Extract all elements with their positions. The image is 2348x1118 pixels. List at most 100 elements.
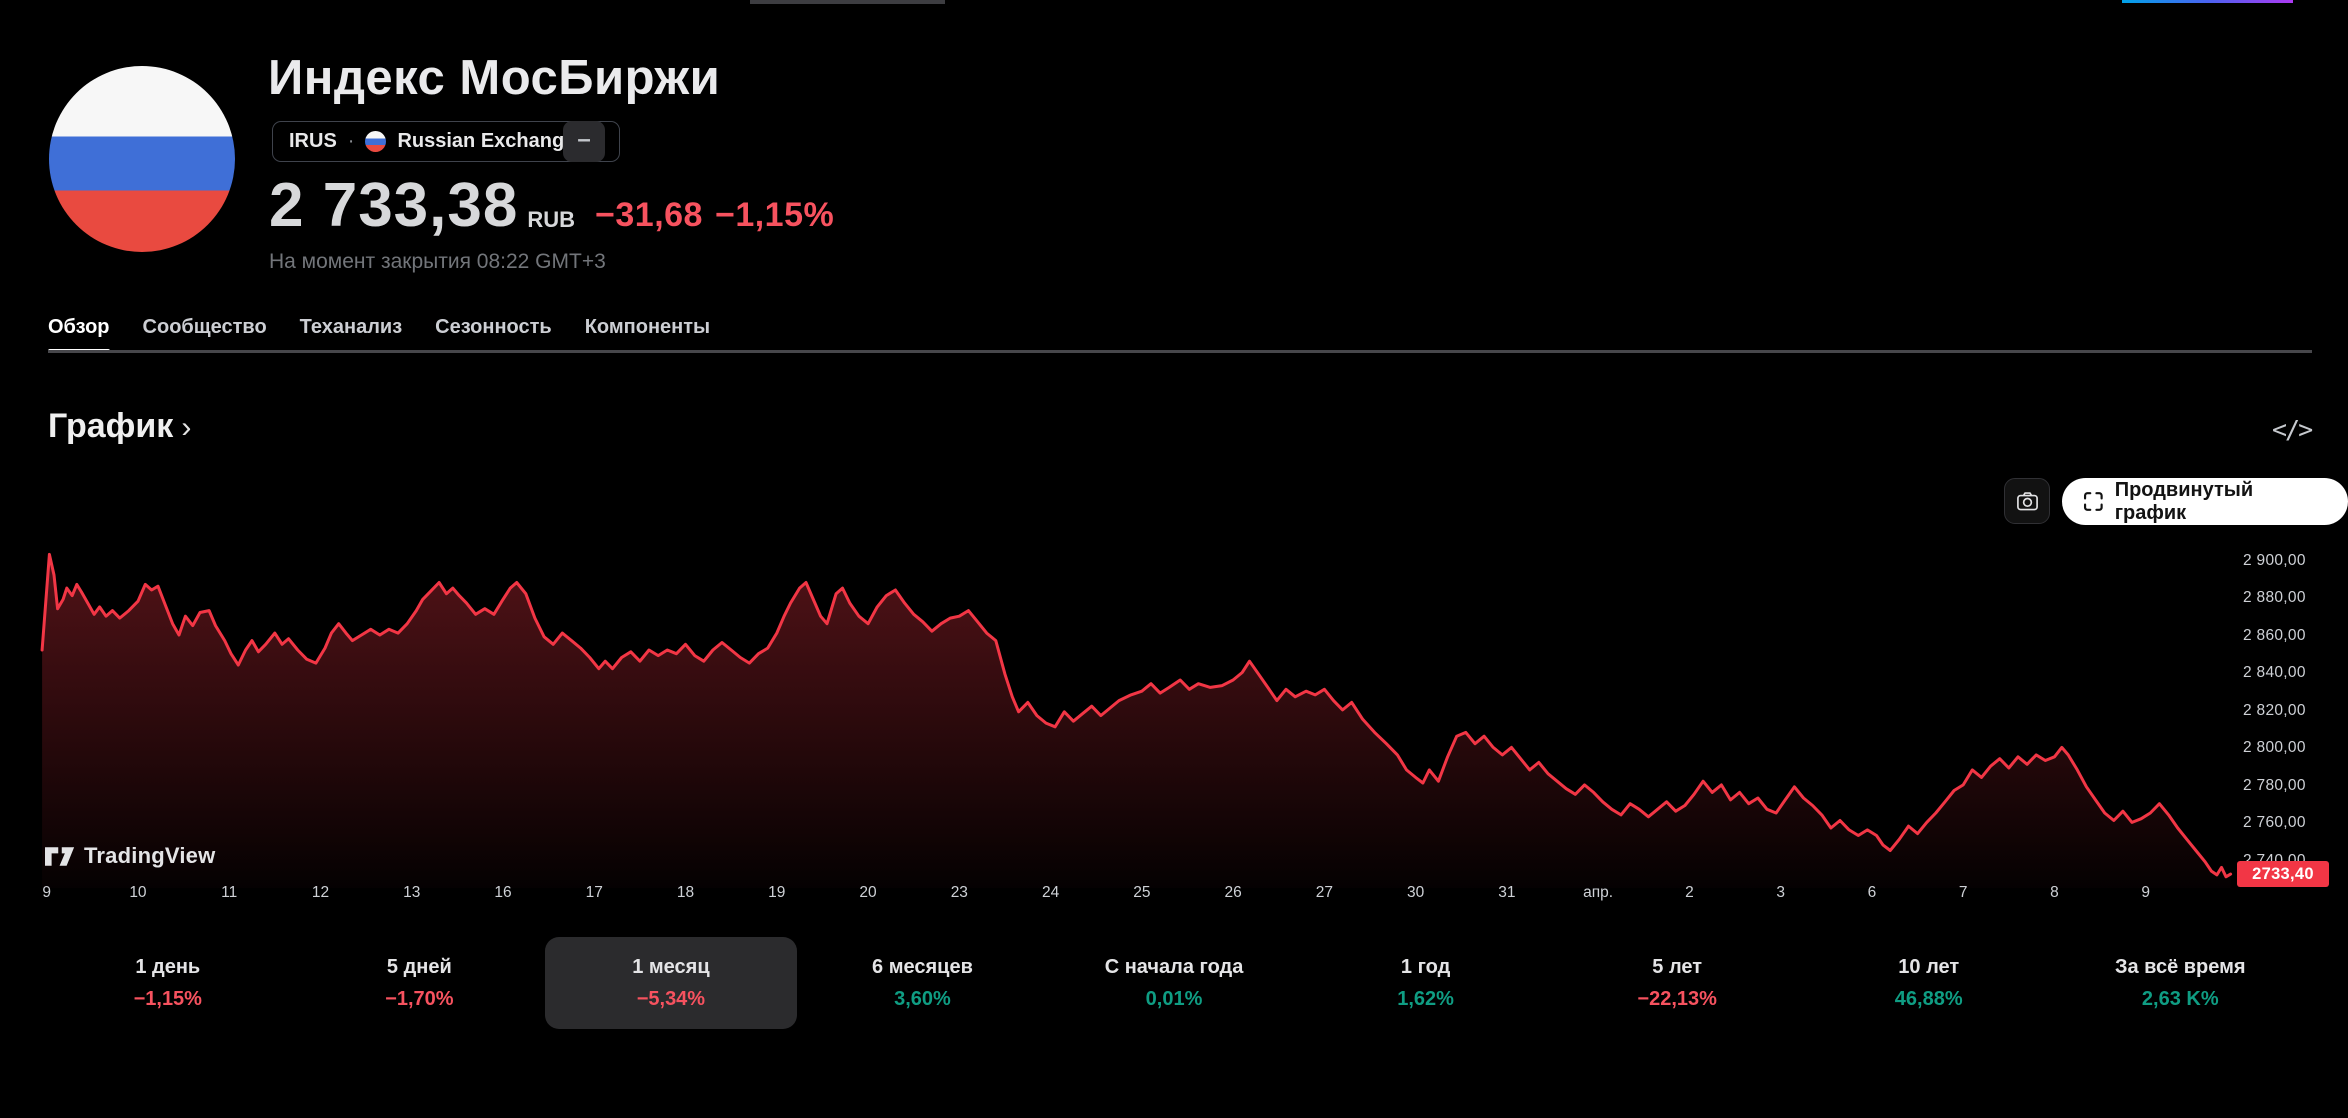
remove-symbol-button[interactable]: – (563, 121, 605, 162)
time-axis-label: апр. (1583, 884, 1614, 901)
period-label: 6 месяцев (872, 955, 973, 978)
period-button-7[interactable]: 5 лет −22,13% (1551, 937, 1803, 1029)
embed-code-icon[interactable]: </> (2272, 415, 2313, 444)
period-change-value: 2,63 K% (2141, 987, 2219, 1010)
price-axis-label: 2 820,00 (2243, 701, 2306, 719)
period-label: С начала года (1104, 955, 1244, 978)
russia-flag-icon (365, 131, 387, 152)
price-change-pct: −1,15% (714, 196, 835, 234)
snapshot-camera-button[interactable] (2004, 478, 2050, 524)
period-button-3[interactable]: 1 месяц −5,34% (545, 937, 797, 1029)
time-axis-label: 12 (311, 884, 330, 901)
time-axis-label: 24 (1041, 884, 1060, 901)
period-label: 1 день (135, 955, 201, 978)
tradingview-logo[interactable]: TradingView (45, 843, 215, 869)
period-button-1[interactable]: 1 день −1,15% (42, 937, 294, 1029)
period-label: За всё время (2114, 955, 2246, 978)
time-axis-label: 23 (950, 884, 968, 901)
period-button-9[interactable]: За всё время 2,63 K% (2055, 937, 2307, 1029)
tab-divider (48, 350, 2312, 353)
price-chart[interactable] (0, 530, 2348, 910)
time-axis-label: 20 (859, 884, 877, 901)
period-selector: 1 день −1,15% 5 дней −1,70% 1 месяц −5,34% 6 м… (42, 937, 2306, 1029)
price-axis-label: 2 760,00 (2243, 814, 2306, 832)
price-axis-label: 2 800,00 (2243, 739, 2306, 757)
tab-bar: Обзор Сообщество Теханализ Сезонность Компон… (48, 316, 710, 353)
price-area-fill (42, 554, 2231, 888)
last-price-badge: 2733,40 (2237, 861, 2329, 888)
advanced-chart-label: Продвинутый график (2114, 478, 2254, 524)
tab-technicals[interactable]: Теханализ (299, 316, 403, 338)
period-button-2[interactable]: 5 дней −1,70% (294, 937, 546, 1029)
time-axis-label: 11 (221, 884, 238, 901)
period-button-5[interactable]: С начала года 0,01% (1048, 937, 1300, 1029)
price-axis-label: 2 860,00 (2243, 626, 2306, 644)
period-change-value: 3,60% (894, 987, 951, 1010)
time-axis-label: 9 (2141, 884, 2151, 901)
time-axis-label: 17 (585, 884, 603, 901)
price-axis-label: 2 900,00 (2243, 551, 2306, 569)
camera-icon (2016, 491, 2038, 510)
period-label: 1 месяц (632, 955, 710, 978)
time-axis-label: 7 (1958, 884, 1968, 901)
time-axis-label: 25 (1133, 884, 1151, 901)
exchange-name: Russian Exchange (397, 130, 576, 152)
time-axis-label: 26 (1224, 884, 1242, 901)
period-change-value: −22,13% (1637, 987, 1717, 1010)
time-axis-label: 30 (1407, 884, 1425, 901)
period-change-value: 1,62% (1397, 987, 1454, 1010)
symbol-avatar-russian-flag (49, 66, 235, 252)
period-button-8[interactable]: 10 лет 46,88% (1803, 937, 2055, 1029)
tab-overview[interactable]: Обзор (48, 316, 110, 353)
tradingview-mark-icon (45, 846, 75, 866)
price-change-abs: −31,68 (595, 196, 703, 234)
fullscreen-corners-icon (2083, 492, 2103, 511)
closing-note: На момент закрытия 08:22 GMT+3 (269, 250, 606, 273)
time-axis-label: 6 (1867, 884, 1877, 901)
chart-section-title: График (48, 407, 174, 445)
tab-community[interactable]: Сообщество (142, 316, 267, 338)
time-axis-label: 3 (1776, 884, 1785, 901)
price-line-path (40, 552, 2233, 879)
minus-icon: – (577, 126, 591, 153)
price-axis-label: 2 840,00 (2243, 664, 2306, 682)
period-label: 1 год (1400, 955, 1451, 978)
period-label: 10 лет (1898, 955, 1960, 978)
last-price: 2 733,38 (269, 171, 519, 240)
tab-components[interactable]: Компоненты (584, 316, 711, 338)
time-axis-label: 27 (1315, 884, 1333, 901)
price-axis-label: 2 780,00 (2243, 776, 2306, 794)
price-change: −31,68 −1,15% (595, 196, 834, 235)
period-change-value: 46,88% (1894, 987, 1963, 1010)
time-axis-label: 13 (403, 884, 421, 901)
time-axis-label: 8 (2050, 884, 2059, 901)
separator-dot: · (347, 130, 355, 152)
time-axis-label: 16 (494, 884, 512, 901)
period-label: 5 лет (1652, 955, 1703, 978)
time-axis-label: 18 (676, 884, 695, 901)
time-axis-label: 19 (768, 884, 786, 901)
time-axis-label: 9 (42, 884, 51, 901)
advanced-chart-button[interactable]: Продвинутый график (2062, 478, 2348, 525)
top-gray-bar (750, 0, 945, 4)
period-label: 5 дней (386, 955, 452, 978)
period-change-value: −5,34% (636, 987, 706, 1010)
time-axis-label: 10 (129, 884, 147, 901)
period-button-4[interactable]: 6 месяцев 3,60% (797, 937, 1049, 1029)
price-axis-label: 2 880,00 (2243, 589, 2306, 607)
time-axis-label: 2 (1685, 884, 1694, 901)
page-title: Индекс МосБиржи (268, 51, 721, 105)
period-change-value: 0,01% (1145, 987, 1203, 1010)
symbol-code: IRUS (289, 130, 337, 152)
chart-section-link[interactable]: График › (48, 407, 191, 446)
tab-seasonality[interactable]: Сезонность (435, 316, 552, 338)
period-button-6[interactable]: 1 год 1,62% (1300, 937, 1552, 1029)
period-change-value: −1,15% (133, 987, 202, 1010)
price-currency: RUB (527, 207, 576, 232)
symbol-selector[interactable]: IRUS · Russian Exchange (272, 121, 621, 162)
last-price-badge-value: 2733,40 (2252, 864, 2314, 883)
period-change-value: −1,70% (385, 987, 454, 1010)
tradingview-logo-text: TradingView (84, 843, 216, 868)
chevron-right-icon: › (181, 410, 192, 444)
